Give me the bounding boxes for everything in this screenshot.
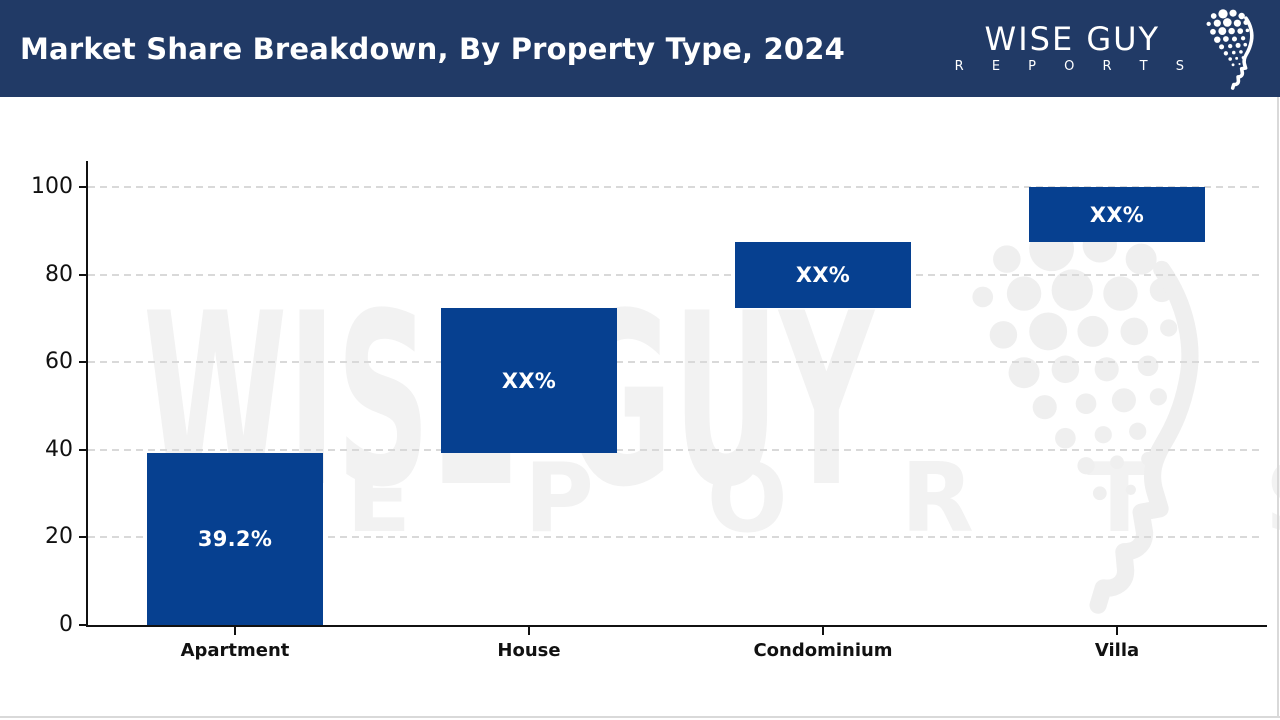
bottom-border-line	[0, 716, 1280, 718]
bar-condominium: XX%	[735, 242, 911, 308]
x-tick-2	[822, 627, 824, 635]
page-title: Market Share Breakdown, By Property Type…	[20, 31, 846, 66]
bar-value-label: XX%	[1089, 202, 1145, 227]
y-tick-label-40: 40	[45, 436, 73, 462]
y-tick-40	[79, 448, 87, 451]
brand-logo: WISE GUY R E P O R T S	[949, 5, 1256, 93]
x-tick-1	[528, 627, 530, 635]
gridline-40	[88, 448, 1264, 451]
bar-house: XX%	[441, 307, 617, 454]
y-tick-60	[79, 361, 87, 364]
bar-value-label: 39.2%	[197, 527, 273, 552]
brand-name: WISE GUY	[984, 20, 1161, 59]
y-tick-20	[79, 536, 87, 539]
brand-wordmark: WISE GUY R E P O R T S	[949, 23, 1196, 74]
x-tick-label-apartment: Apartment	[180, 640, 290, 661]
y-tick-label-60: 60	[45, 349, 73, 375]
bar-value-label: XX%	[795, 263, 851, 288]
y-tick-label-20: 20	[45, 524, 73, 550]
x-tick-label-villa: Villa	[1094, 640, 1140, 661]
x-tick-label-condominium: Condominium	[753, 640, 893, 661]
y-tick-label-0: 0	[59, 612, 73, 637]
x-tick-label-house: House	[497, 640, 561, 661]
y-tick-label-80: 80	[45, 261, 73, 287]
brand-subtitle: R E P O R T S	[954, 58, 1196, 74]
right-border-line	[1277, 97, 1279, 718]
y-tick-label-100: 100	[31, 174, 73, 199]
bar-apartment: 39.2%	[147, 453, 323, 625]
bar-villa: XX%	[1029, 187, 1205, 243]
x-axis-line	[86, 625, 1267, 627]
bar-value-label: XX%	[501, 368, 557, 393]
gridline-100	[88, 186, 1264, 188]
header: Market Share Breakdown, By Property Type…	[0, 0, 1280, 97]
gridline-20	[88, 536, 1264, 539]
y-axis-line	[86, 161, 88, 627]
dotted-head-profile-icon	[1206, 8, 1254, 90]
y-tick-80	[79, 273, 87, 276]
y-tick-0	[79, 624, 87, 626]
x-tick-3	[1116, 627, 1118, 635]
y-tick-100	[79, 186, 87, 188]
x-tick-0	[234, 627, 236, 635]
gridline-80	[88, 273, 1264, 276]
gridline-60	[88, 361, 1264, 364]
